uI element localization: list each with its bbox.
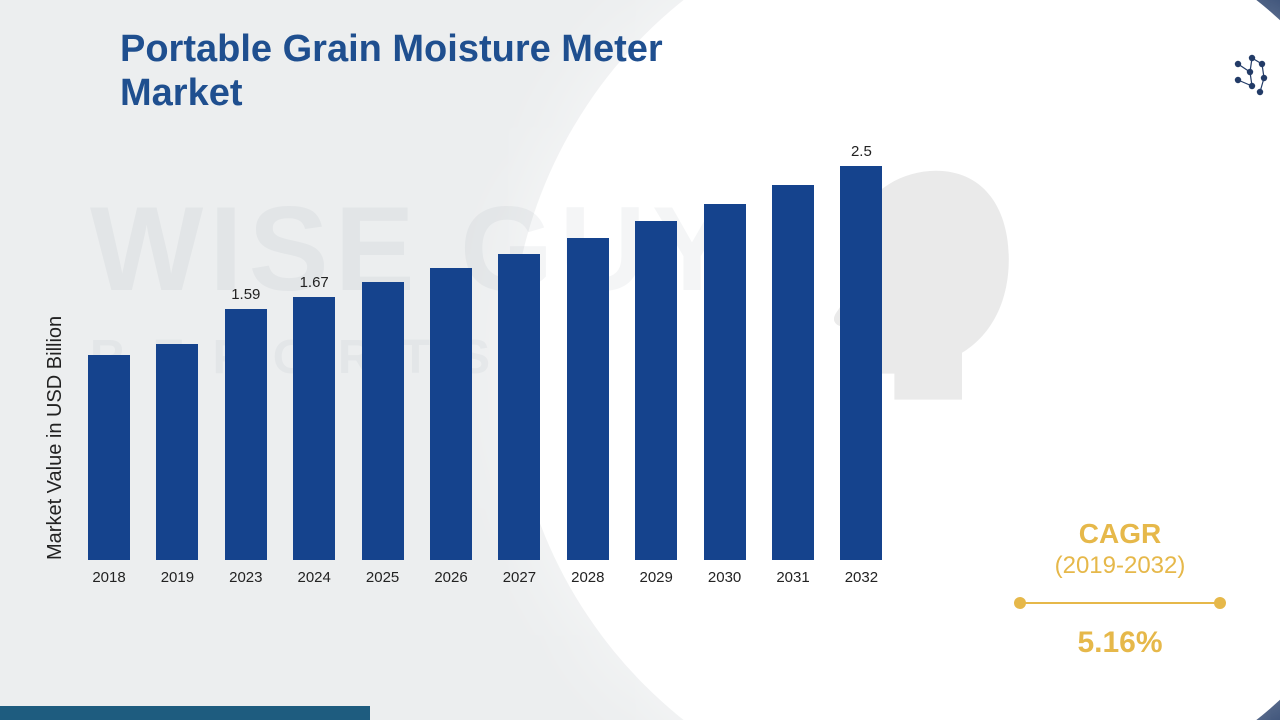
x-tick-label: 2028 [558,569,618,586]
bar [88,355,130,560]
bar [772,185,814,560]
x-tick-label: 2018 [79,569,139,586]
x-tick-label: 2023 [216,569,276,586]
bar-value-label: 1.59 [216,286,276,303]
bar [498,254,540,560]
brand-head-icon [1180,30,1280,130]
x-tick-label: 2029 [626,569,686,586]
x-tick-label: 2031 [763,569,823,586]
y-axis-label: Market Value in USD Billion [44,316,67,560]
x-tick-label: 2024 [284,569,344,586]
cagr-divider [1020,602,1220,604]
cagr-label: CAGR [1000,518,1240,550]
x-tick-label: 2019 [147,569,207,586]
bar-value-label: 2.5 [831,143,891,160]
bar [567,238,609,560]
report-infographic: WISE GUY REPORTS Portable Grain Moisture… [0,0,1280,720]
cagr-value: 5.16% [1000,626,1240,660]
bottom-accent-bar [0,706,370,720]
bar [156,344,198,560]
chart-title: Portable Grain Moisture Meter Market [120,28,680,115]
bar [293,297,335,560]
x-tick-label: 2026 [421,569,481,586]
bar [430,268,472,560]
bar [840,166,882,560]
cagr-box: CAGR (2019-2032) 5.16% [1000,518,1240,660]
x-tick-label: 2027 [489,569,549,586]
bar [225,309,267,560]
cagr-period: (2019-2032) [1000,552,1240,580]
x-tick-label: 2025 [353,569,413,586]
plot-area: 2018201920231.5920241.672025202620272028… [88,150,908,560]
bar-chart: 2018201920231.5920241.672025202620272028… [88,150,908,590]
bar [704,204,746,560]
x-tick-label: 2032 [831,569,891,586]
bar-value-label: 1.67 [284,274,344,291]
bar [635,221,677,560]
x-tick-label: 2030 [695,569,755,586]
bar [362,282,404,560]
